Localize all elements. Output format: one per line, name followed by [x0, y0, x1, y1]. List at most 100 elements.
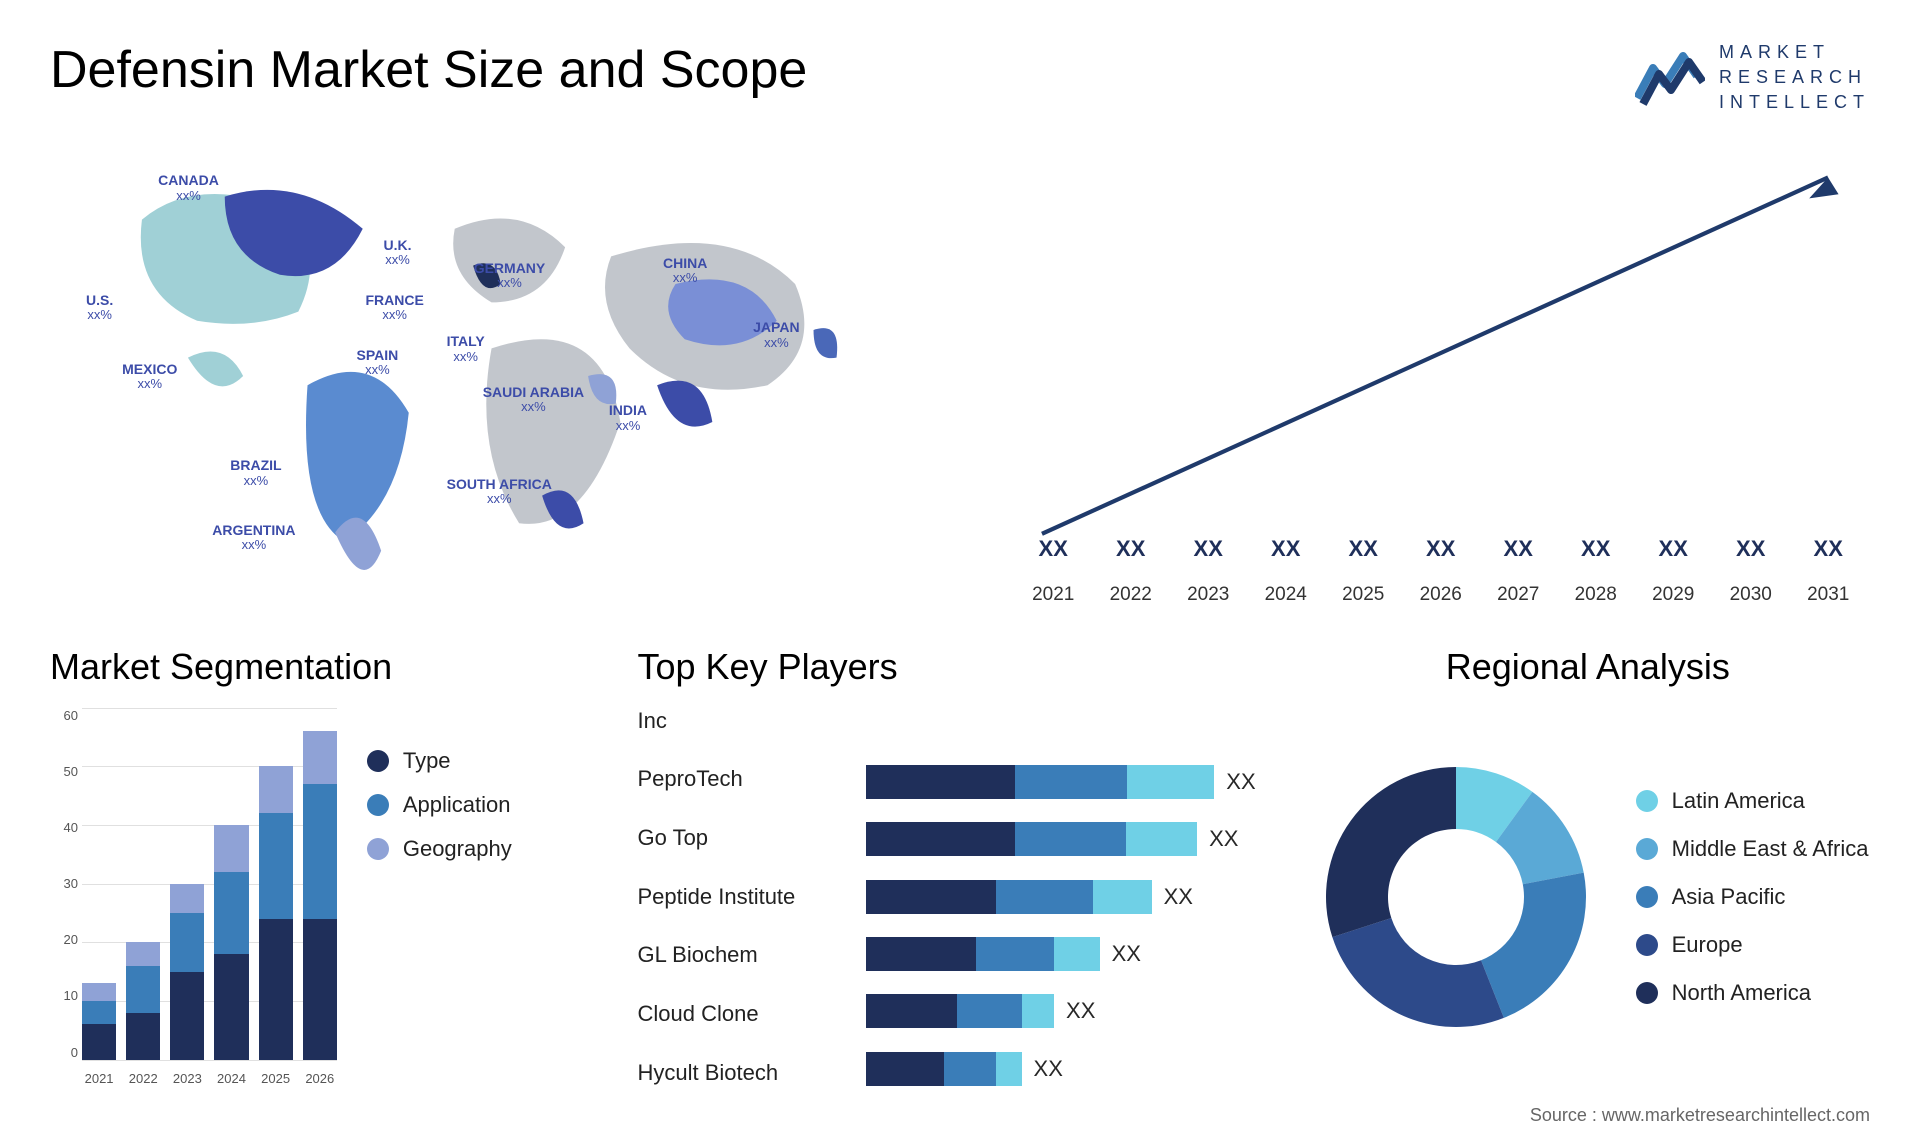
growth-bar: XX — [1564, 536, 1628, 572]
map-label: MEXICOxx% — [122, 362, 177, 392]
segmentation-panel: Market Segmentation 60 50 40 30 20 10 0 2021 20… — [50, 646, 588, 1086]
legend-item: Latin America — [1636, 788, 1870, 814]
regional-panel: Regional Analysis Latin America Middle Ea… — [1306, 646, 1870, 1086]
source-text: Source : www.marketresearchintellect.com — [1530, 1105, 1870, 1126]
growth-bar: XX — [1331, 536, 1395, 572]
growth-bar: XX — [1409, 536, 1473, 572]
legend-item: North America — [1636, 980, 1870, 1006]
brand-logo: MARKET RESEARCH INTELLECT — [1635, 40, 1870, 116]
legend-item: Type — [367, 748, 588, 774]
regional-title: Regional Analysis — [1446, 646, 1730, 688]
legend-item: Geography — [367, 836, 588, 862]
growth-bar: XX — [1641, 536, 1705, 572]
player-bar-row: XX — [866, 880, 1256, 914]
players-title: Top Key Players — [638, 646, 1256, 688]
world-map-svg — [50, 146, 951, 606]
map-label: BRAZILxx% — [230, 458, 281, 488]
growth-year-label: 2028 — [1564, 584, 1628, 606]
seg-ytick: 50 — [50, 764, 78, 779]
growth-chart: XX XX XX XX XX XX XX XX XX XX XX 2021 2022 2023 2024 2… — [1011, 146, 1870, 606]
map-label: GERMANYxx% — [474, 261, 546, 291]
seg-xtick: 2021 — [82, 1071, 116, 1086]
growth-year-label: 2024 — [1254, 584, 1318, 606]
growth-bar: XX — [1719, 536, 1783, 572]
segmentation-legend: Type Application Geography — [367, 708, 588, 1086]
map-label: ARGENTINAxx% — [212, 523, 295, 553]
seg-xtick: 2026 — [303, 1071, 337, 1086]
player-bar-row: XX — [866, 1052, 1256, 1086]
regional-legend: Latin America Middle East & Africa Asia Pa… — [1636, 788, 1870, 1006]
map-label: SPAINxx% — [356, 348, 398, 378]
player-name: Inc — [638, 708, 848, 734]
donut-slice — [1481, 872, 1586, 1017]
map-label: SOUTH AFRICAxx% — [447, 477, 552, 507]
growth-bar: XX — [1796, 536, 1860, 572]
logo-text-3: INTELLECT — [1719, 90, 1870, 115]
growth-bar: XX — [1021, 536, 1085, 572]
map-label: SAUDI ARABIAxx% — [483, 385, 584, 415]
player-name: PeproTech — [638, 766, 848, 792]
world-map: CANADAxx% U.S.xx% MEXICOxx% BRAZILxx% ARGENT… — [50, 146, 951, 606]
growth-year-label: 2025 — [1331, 584, 1395, 606]
growth-bar: XX — [1254, 536, 1318, 572]
player-bar-row: XX — [866, 765, 1256, 799]
seg-xtick: 2023 — [170, 1071, 204, 1086]
seg-ytick: 60 — [50, 708, 78, 723]
growth-year-label: 2027 — [1486, 584, 1550, 606]
seg-xtick: 2025 — [259, 1071, 293, 1086]
player-bar-row: XX — [866, 994, 1256, 1028]
player-bar-row: XX — [866, 937, 1256, 971]
donut-slice — [1332, 918, 1503, 1027]
segmentation-bar — [126, 942, 160, 1059]
seg-xtick: 2024 — [214, 1071, 248, 1086]
seg-ytick: 40 — [50, 820, 78, 835]
seg-ytick: 10 — [50, 988, 78, 1003]
players-bars: XX XX XX XX XX XX — [866, 708, 1256, 1086]
map-label: JAPANxx% — [753, 320, 799, 350]
growth-year-label: 2021 — [1021, 584, 1085, 606]
player-name: Peptide Institute — [638, 884, 848, 910]
growth-bar: XX — [1486, 536, 1550, 572]
segmentation-bar — [214, 825, 248, 1060]
map-label: U.S.xx% — [86, 293, 113, 323]
growth-year-label: 2029 — [1641, 584, 1705, 606]
growth-bar: XX — [1176, 536, 1240, 572]
segmentation-title: Market Segmentation — [50, 646, 588, 688]
growth-bar: XX — [1099, 536, 1163, 572]
player-name: Hycult Biotech — [638, 1060, 848, 1086]
legend-item: Europe — [1636, 932, 1870, 958]
donut-slice — [1326, 767, 1456, 937]
logo-icon — [1635, 48, 1705, 108]
growth-year-label: 2026 — [1409, 584, 1473, 606]
player-bar-row: XX — [866, 822, 1256, 856]
growth-year-label: 2030 — [1719, 584, 1783, 606]
player-name: Cloud Clone — [638, 1001, 848, 1027]
growth-year-label: 2022 — [1099, 584, 1163, 606]
growth-year-label: 2023 — [1176, 584, 1240, 606]
legend-item: Middle East & Africa — [1636, 836, 1870, 862]
players-names: Inc PeproTech Go Top Peptide Institute GL Bi… — [638, 708, 848, 1086]
players-panel: Top Key Players Inc PeproTech Go Top Peptid… — [638, 646, 1256, 1086]
logo-text-2: RESEARCH — [1719, 65, 1870, 90]
player-name: Go Top — [638, 825, 848, 851]
segmentation-chart: 60 50 40 30 20 10 0 2021 2022 2023 2024 2025 2026 — [50, 708, 337, 1086]
seg-ytick: 0 — [50, 1045, 78, 1060]
player-name: GL Biochem — [638, 942, 848, 968]
map-label: CHINAxx% — [663, 256, 707, 286]
segmentation-bar — [259, 766, 293, 1059]
regional-donut — [1306, 747, 1606, 1047]
map-label: U.K.xx% — [384, 238, 412, 268]
legend-item: Application — [367, 792, 588, 818]
seg-ytick: 30 — [50, 876, 78, 891]
legend-item: Asia Pacific — [1636, 884, 1870, 910]
page-title: Defensin Market Size and Scope — [50, 40, 807, 100]
seg-ytick: 20 — [50, 932, 78, 947]
map-label: INDIAxx% — [609, 403, 647, 433]
map-label: ITALYxx% — [447, 334, 485, 364]
segmentation-bar — [303, 731, 337, 1060]
map-label: CANADAxx% — [158, 173, 219, 203]
seg-xtick: 2022 — [126, 1071, 160, 1086]
map-label: FRANCExx% — [366, 293, 424, 323]
segmentation-bar — [170, 884, 204, 1060]
growth-year-label: 2031 — [1796, 584, 1860, 606]
